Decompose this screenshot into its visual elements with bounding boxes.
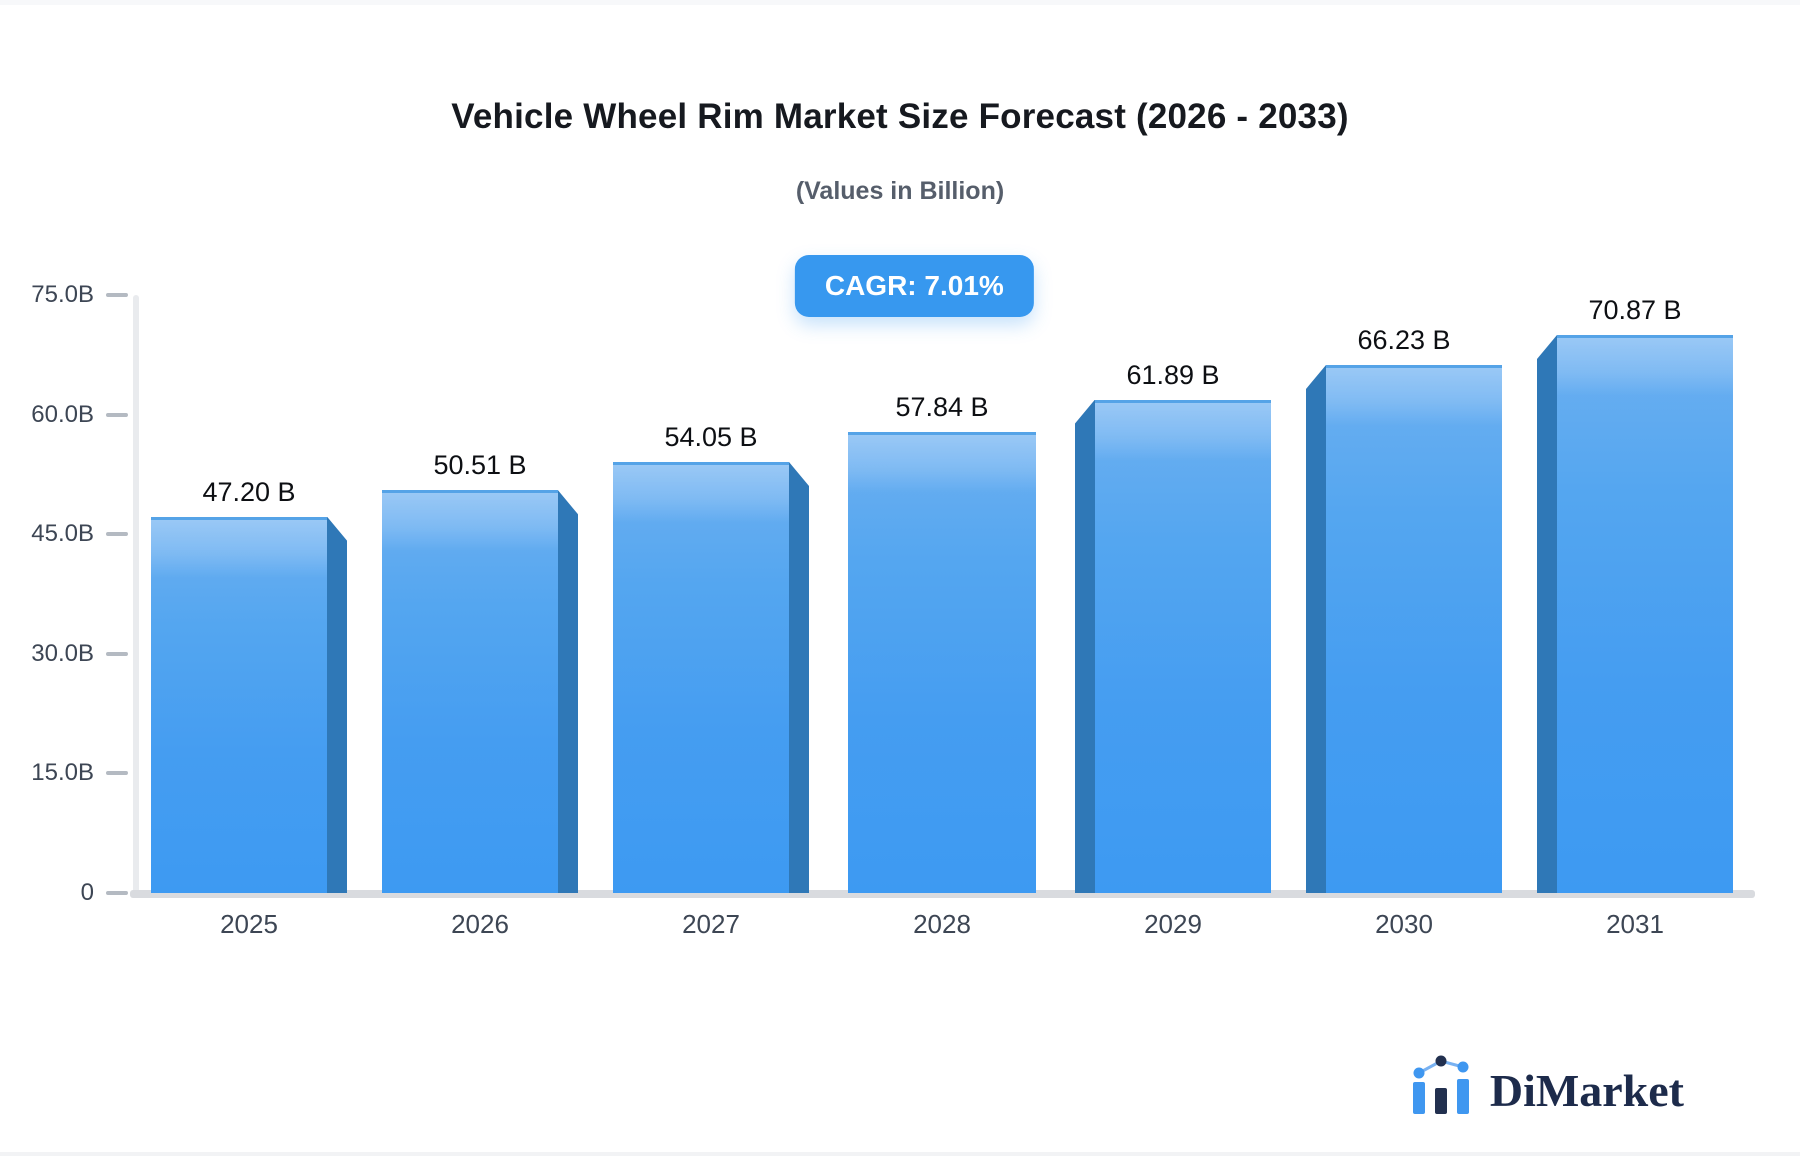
chart-subtitle: (Values in Billion) xyxy=(795,177,1005,205)
bar-3d-side xyxy=(1075,399,1095,893)
y-tick-label: 45.0B xyxy=(31,520,94,548)
bar-column-2030: 66.23 B 2030 xyxy=(1306,295,1502,939)
bar-face xyxy=(151,516,327,893)
bar-value-label: 57.84 B xyxy=(895,391,989,422)
y-axis: 75.0B 60.0B 45.0B 30.0B 15.0B 0 xyxy=(0,280,128,908)
x-axis-line xyxy=(130,890,1755,898)
bar-3d-side xyxy=(1537,335,1557,893)
y-tick: 30.0B xyxy=(0,639,128,669)
bar-column-2028: 57.84 B 2028 xyxy=(844,295,1040,939)
bar-column-2027: 54.05 B 2027 xyxy=(613,295,809,939)
bar-3d-side xyxy=(1306,364,1326,893)
y-tick-label: 75.0B xyxy=(31,281,94,308)
y-tick-label: 15.0B xyxy=(31,759,94,787)
y-tick: 60.0B xyxy=(0,400,128,430)
bar-value-label: 54.05 B xyxy=(664,422,758,453)
tick-mark xyxy=(106,532,128,537)
y-axis-line xyxy=(133,295,139,893)
bar-2029 xyxy=(1075,399,1271,893)
y-tick: 75.0B xyxy=(0,280,128,310)
bar-value-label: 47.20 B xyxy=(202,476,296,507)
bar-column-2029: 61.89 B 2029 xyxy=(1075,295,1271,939)
bar-face xyxy=(1326,364,1502,893)
bar-2030 xyxy=(1306,364,1502,893)
bar-column-2025: 47.20 B 2025 xyxy=(151,295,347,939)
bar-face xyxy=(848,431,1036,893)
tick-mark xyxy=(106,890,128,895)
y-tick-label: 0 xyxy=(80,878,94,906)
x-tick-label: 2029 xyxy=(1144,909,1202,939)
bar-face xyxy=(1557,335,1733,893)
cagr-badge: CAGR: 7.01% xyxy=(794,255,1034,317)
bar-value-label: 50.51 B xyxy=(433,450,527,481)
bar-3d-side xyxy=(789,462,809,893)
bar-series: 47.20 B 2025 50.51 B 2026 54.05 B 2027 5… xyxy=(139,295,1745,939)
tick-mark xyxy=(106,412,128,417)
y-tick: 45.0B xyxy=(0,519,128,549)
tick-mark xyxy=(106,293,128,297)
x-tick-label: 2027 xyxy=(682,909,740,939)
bar-column-2026: 50.51 B 2026 xyxy=(382,295,578,939)
bar-2031 xyxy=(1537,335,1733,893)
bar-2025 xyxy=(151,516,347,893)
bar-2027 xyxy=(613,462,809,893)
x-tick-label: 2030 xyxy=(1375,909,1433,939)
bar-face xyxy=(1095,399,1271,893)
bar-3d-side xyxy=(327,516,347,893)
bar-value-label: 61.89 B xyxy=(1126,359,1220,390)
bar-column-2031: 70.87 B 2031 xyxy=(1537,295,1733,939)
dimarket-logo-text: DiMarket xyxy=(1489,1065,1684,1116)
bar-face xyxy=(613,462,789,893)
bar-2028 xyxy=(844,431,1040,893)
x-tick-label: 2026 xyxy=(451,909,509,939)
x-tick-label: 2025 xyxy=(220,909,278,939)
dimarket-logo: DiMarket xyxy=(1410,1052,1684,1114)
dimarket-logo-icon xyxy=(1412,1055,1469,1114)
y-tick: 0 xyxy=(0,878,128,908)
y-tick-label: 60.0B xyxy=(31,400,94,428)
bar-face xyxy=(382,490,558,893)
tick-mark xyxy=(106,771,128,776)
bar-value-label: 70.87 B xyxy=(1588,295,1682,325)
bar-2026 xyxy=(382,490,578,893)
y-tick: 15.0B xyxy=(0,758,128,788)
x-tick-label: 2031 xyxy=(1606,909,1664,939)
plot-area: 75.0B 60.0B 45.0B 30.0B 15.0B 0 47.20 B … xyxy=(0,281,1800,939)
y-tick-label: 30.0B xyxy=(31,639,94,667)
bar-value-label: 66.23 B xyxy=(1357,324,1451,355)
bar-3d-side xyxy=(558,490,578,893)
x-tick-label: 2028 xyxy=(913,909,971,939)
chart-title: Vehicle Wheel Rim Market Size Forecast (… xyxy=(451,97,1349,136)
tick-mark xyxy=(106,651,128,656)
